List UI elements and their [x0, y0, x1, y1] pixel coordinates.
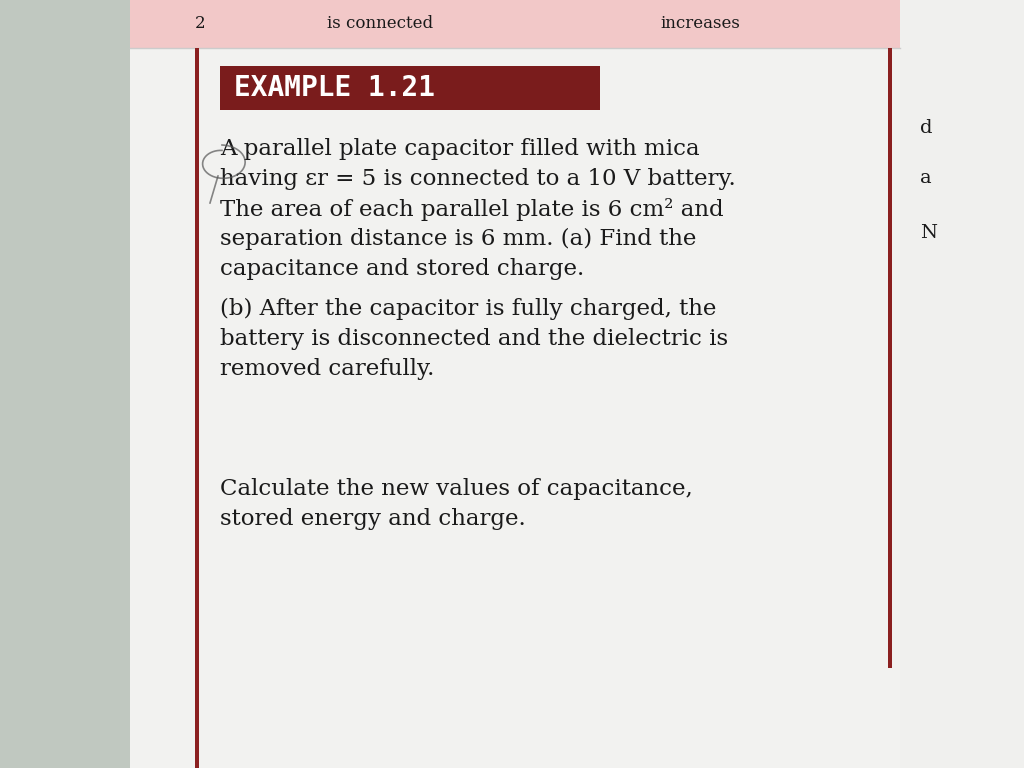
Text: EXAMPLE 1.21: EXAMPLE 1.21 — [234, 74, 435, 102]
Text: having εr = 5 is connected to a 10 V battery.: having εr = 5 is connected to a 10 V bat… — [220, 168, 736, 190]
Text: A parallel plate capacitor filled with mica: A parallel plate capacitor filled with m… — [220, 138, 699, 160]
Text: increases: increases — [660, 15, 740, 32]
Text: d: d — [920, 119, 933, 137]
Text: capacitance and stored charge.: capacitance and stored charge. — [220, 258, 585, 280]
Text: a: a — [920, 169, 932, 187]
Text: separation distance is 6 mm. (a) Find the: separation distance is 6 mm. (a) Find th… — [220, 228, 696, 250]
Text: removed carefully.: removed carefully. — [220, 358, 434, 380]
Text: is connected: is connected — [327, 15, 433, 32]
Text: stored energy and charge.: stored energy and charge. — [220, 508, 525, 530]
Text: 2: 2 — [195, 15, 206, 32]
Bar — [900, 0, 1024, 768]
Bar — [220, 66, 600, 110]
Bar — [0, 0, 155, 768]
Text: N: N — [920, 224, 937, 242]
Bar — [888, 48, 892, 668]
Text: battery is disconnected and the dielectric is: battery is disconnected and the dielectr… — [220, 328, 728, 350]
Bar — [130, 0, 900, 48]
Text: (b) After the capacitor is fully charged, the: (b) After the capacitor is fully charged… — [220, 298, 717, 320]
Text: Calculate the new values of capacitance,: Calculate the new values of capacitance, — [220, 478, 693, 500]
Text: The area of each parallel plate is 6 cm² and: The area of each parallel plate is 6 cm²… — [220, 198, 724, 221]
Bar — [195, 48, 199, 768]
Bar — [130, 0, 900, 768]
